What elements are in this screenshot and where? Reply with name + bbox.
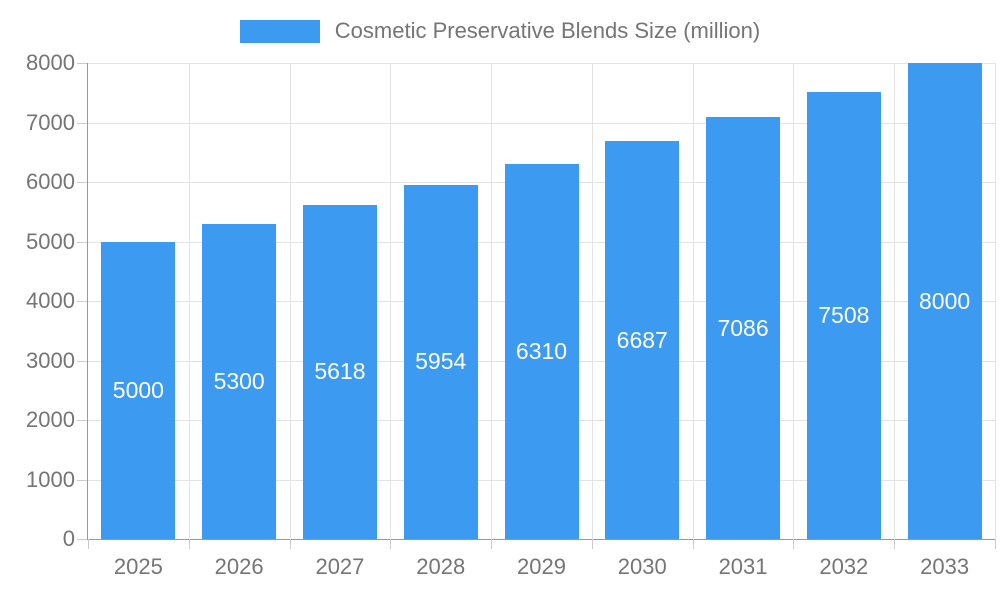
bar[interactable]: 6687 bbox=[605, 141, 680, 539]
x-gridline bbox=[894, 63, 896, 539]
x-axis-label: 2029 bbox=[517, 554, 566, 579]
x-axis-tick bbox=[491, 539, 493, 549]
x-axis-tick bbox=[692, 539, 694, 549]
y-axis-label: 5000 bbox=[26, 228, 75, 254]
y-axis-label: 7000 bbox=[26, 109, 75, 135]
y-axis-label: 2000 bbox=[26, 407, 75, 432]
bar-value-label: 6687 bbox=[616, 326, 668, 353]
y-axis-tick bbox=[77, 420, 87, 421]
bar[interactable]: 5300 bbox=[202, 223, 277, 539]
bar[interactable]: 5954 bbox=[403, 184, 478, 539]
x-axis-label: 2027 bbox=[315, 554, 365, 579]
y-axis-label: 6000 bbox=[26, 169, 75, 194]
y-axis-label: 0 bbox=[62, 526, 75, 551]
x-axis-label: 2026 bbox=[214, 554, 264, 579]
x-gridline bbox=[289, 63, 291, 539]
x-gridline bbox=[390, 63, 392, 539]
x-gridline bbox=[793, 63, 795, 539]
x-axis-tick bbox=[88, 539, 89, 549]
y-axis-label: 4000 bbox=[26, 288, 75, 313]
y-axis-tick bbox=[77, 182, 87, 183]
x-axis-tick bbox=[289, 539, 291, 549]
bar[interactable]: 6310 bbox=[504, 163, 579, 539]
bar-value-label: 5000 bbox=[112, 376, 164, 403]
bar-value-label: 7086 bbox=[717, 314, 769, 341]
y-axis-tick bbox=[77, 301, 87, 302]
y-axis-tick bbox=[77, 63, 87, 64]
x-gridline bbox=[188, 63, 190, 539]
x-axis-label: 2030 bbox=[617, 554, 667, 579]
legend-swatch-icon bbox=[239, 19, 320, 43]
x-axis-tick bbox=[591, 539, 593, 549]
x-axis-tick bbox=[390, 539, 392, 549]
x-gridline bbox=[491, 63, 493, 539]
y-axis-tick bbox=[77, 539, 87, 540]
bar[interactable]: 7508 bbox=[806, 92, 881, 539]
bar-value-label: 5300 bbox=[213, 367, 265, 394]
bar[interactable]: 5000 bbox=[101, 241, 176, 539]
legend-label: Cosmetic Preservative Blends Size (milli… bbox=[334, 18, 761, 43]
plot-area: 0 1000 2000 3000 4000 5000 6000 7000 8000 5000 530… bbox=[26, 50, 996, 579]
bar[interactable]: 5618 bbox=[302, 204, 377, 539]
bar-value-label: 5618 bbox=[314, 358, 366, 385]
x-gridline bbox=[591, 63, 593, 539]
x-gridline bbox=[692, 63, 694, 539]
x-axis-label: 2032 bbox=[819, 554, 869, 579]
bar[interactable]: 7086 bbox=[706, 117, 781, 539]
chart-legend[interactable]: Cosmetic Preservative Blends Size (milli… bbox=[0, 18, 1000, 44]
bar[interactable]: 8000 bbox=[907, 63, 982, 539]
bar-value-label: 6310 bbox=[515, 337, 568, 364]
x-axis-label: 2033 bbox=[920, 554, 970, 579]
x-axis-tick bbox=[995, 539, 996, 549]
x-gridline bbox=[995, 63, 996, 539]
y-axis-label: 1000 bbox=[26, 466, 75, 492]
x-axis-tick bbox=[894, 539, 896, 549]
x-axis-label: 2028 bbox=[416, 554, 466, 579]
x-axis-tick bbox=[793, 539, 795, 549]
y-axis-label: 8000 bbox=[26, 50, 75, 75]
y-axis-tick bbox=[77, 479, 87, 481]
x-axis-tick bbox=[188, 539, 190, 549]
bar-value-label: 7508 bbox=[818, 302, 870, 329]
y-axis-tick bbox=[77, 122, 87, 124]
y-axis-tick bbox=[77, 241, 87, 243]
y-axis-label: 3000 bbox=[26, 347, 75, 373]
y-gridline bbox=[88, 122, 995, 124]
x-axis-label: 2025 bbox=[113, 554, 163, 579]
bar-value-label: 8000 bbox=[919, 287, 971, 314]
x-axis-label: 2031 bbox=[718, 554, 768, 579]
bar-value-label: 5954 bbox=[415, 348, 467, 375]
y-axis-tick bbox=[77, 360, 87, 362]
y-gridline bbox=[88, 63, 995, 64]
